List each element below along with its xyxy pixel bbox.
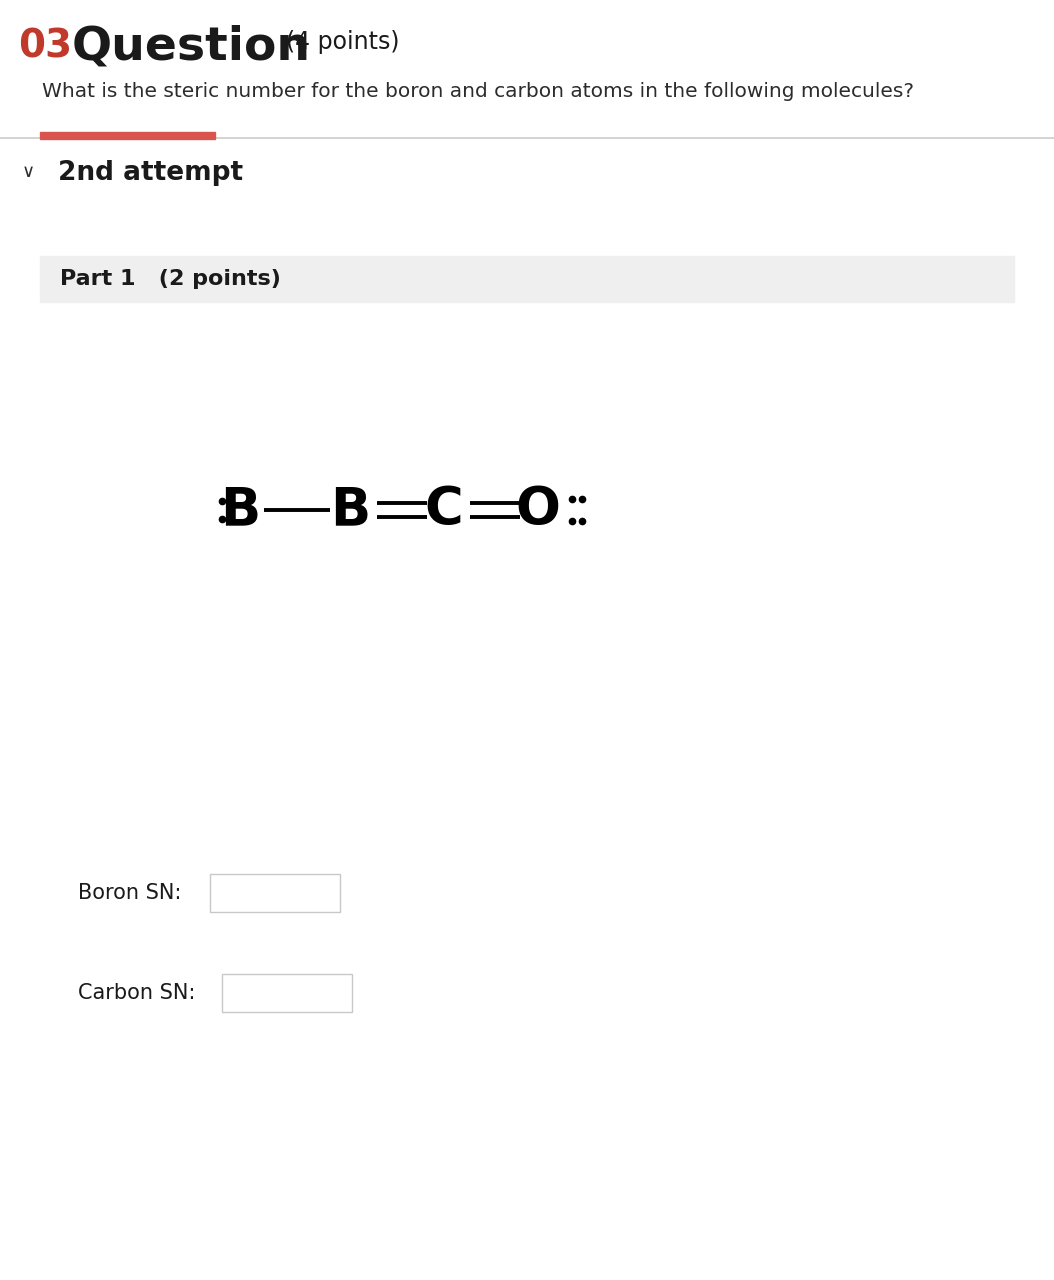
- Text: (4 points): (4 points): [286, 29, 399, 54]
- Bar: [40, 132, 215, 140]
- Bar: [210, 874, 340, 911]
- Bar: [222, 974, 352, 1012]
- Text: Carbon SN:: Carbon SN:: [78, 983, 195, 1004]
- Text: What is the steric number for the boron and carbon atoms in the following molecu: What is the steric number for the boron …: [42, 82, 914, 101]
- Text: 2nd attempt: 2nd attempt: [58, 160, 243, 186]
- Text: B: B: [330, 484, 370, 536]
- Text: Question: Question: [72, 24, 311, 69]
- Text: O: O: [515, 484, 561, 536]
- Text: Part 1   (2 points): Part 1 (2 points): [60, 269, 280, 289]
- Text: B: B: [220, 484, 260, 536]
- Text: C: C: [425, 484, 464, 536]
- Text: 03: 03: [18, 28, 72, 67]
- Bar: [40, 256, 1014, 302]
- Text: Boron SN:: Boron SN:: [78, 883, 181, 902]
- Text: ∨: ∨: [22, 163, 35, 180]
